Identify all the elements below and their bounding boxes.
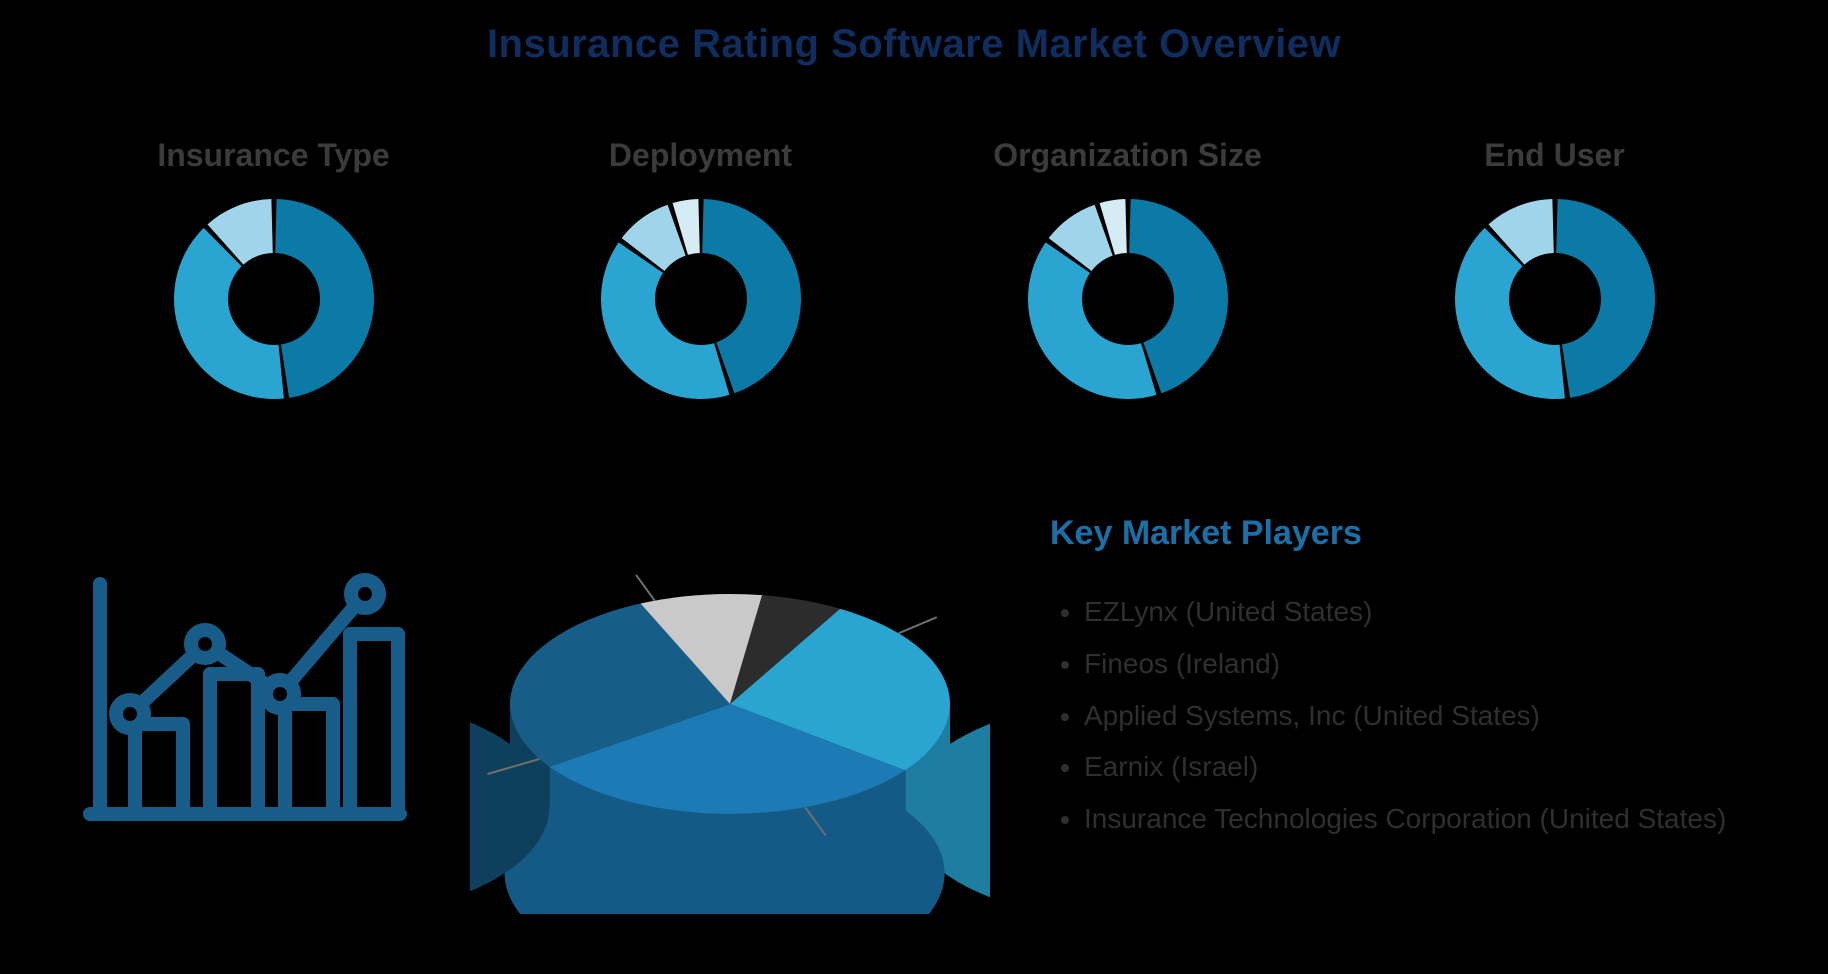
donut-label: End User	[1484, 137, 1624, 174]
growth-chart-icon	[80, 554, 410, 839]
bottom-row: Key Market Players EZLynx (United States…	[0, 514, 1828, 919]
key-players-panel: Key Market Players EZLynx (United States…	[1050, 514, 1748, 852]
list-item: EZLynx (United States)	[1084, 593, 1748, 631]
pie-leader-line	[899, 617, 937, 633]
donut-chart-icon	[169, 194, 379, 404]
donut-label: Insurance Type	[157, 137, 389, 174]
page-title: Insurance Rating Software Market Overvie…	[0, 0, 1828, 67]
donut-slice	[174, 228, 284, 399]
pie-leader-line	[636, 575, 655, 601]
donut-slice	[1455, 228, 1565, 399]
list-item: Insurance Technologies Corporation (Unit…	[1084, 800, 1748, 838]
growth-chart-svg	[80, 554, 410, 834]
donut-label: Organization Size	[993, 137, 1261, 174]
donut-block: End User	[1375, 137, 1735, 404]
donut-label: Deployment	[609, 137, 792, 174]
list-item: Applied Systems, Inc (United States)	[1084, 697, 1748, 735]
donut-chart-icon	[1450, 194, 1660, 404]
donut-block: Insurance Type	[94, 137, 454, 404]
donut-slice	[275, 199, 374, 398]
key-players-list: EZLynx (United States) Fineos (Ireland) Ap…	[1050, 593, 1748, 838]
donut-row: Insurance Type Deployment Organization Siz…	[0, 137, 1828, 404]
market-share-pie	[470, 554, 990, 919]
donut-block: Deployment	[521, 137, 881, 404]
donut-block: Organization Size	[948, 137, 1308, 404]
donut-chart-icon	[596, 194, 806, 404]
donut-chart-icon	[1023, 194, 1233, 404]
pie3d-svg	[470, 554, 990, 914]
key-players-title: Key Market Players	[1050, 514, 1748, 553]
list-item: Fineos (Ireland)	[1084, 645, 1748, 683]
list-item: Earnix (Israel)	[1084, 748, 1748, 786]
donut-slice	[1556, 199, 1655, 398]
